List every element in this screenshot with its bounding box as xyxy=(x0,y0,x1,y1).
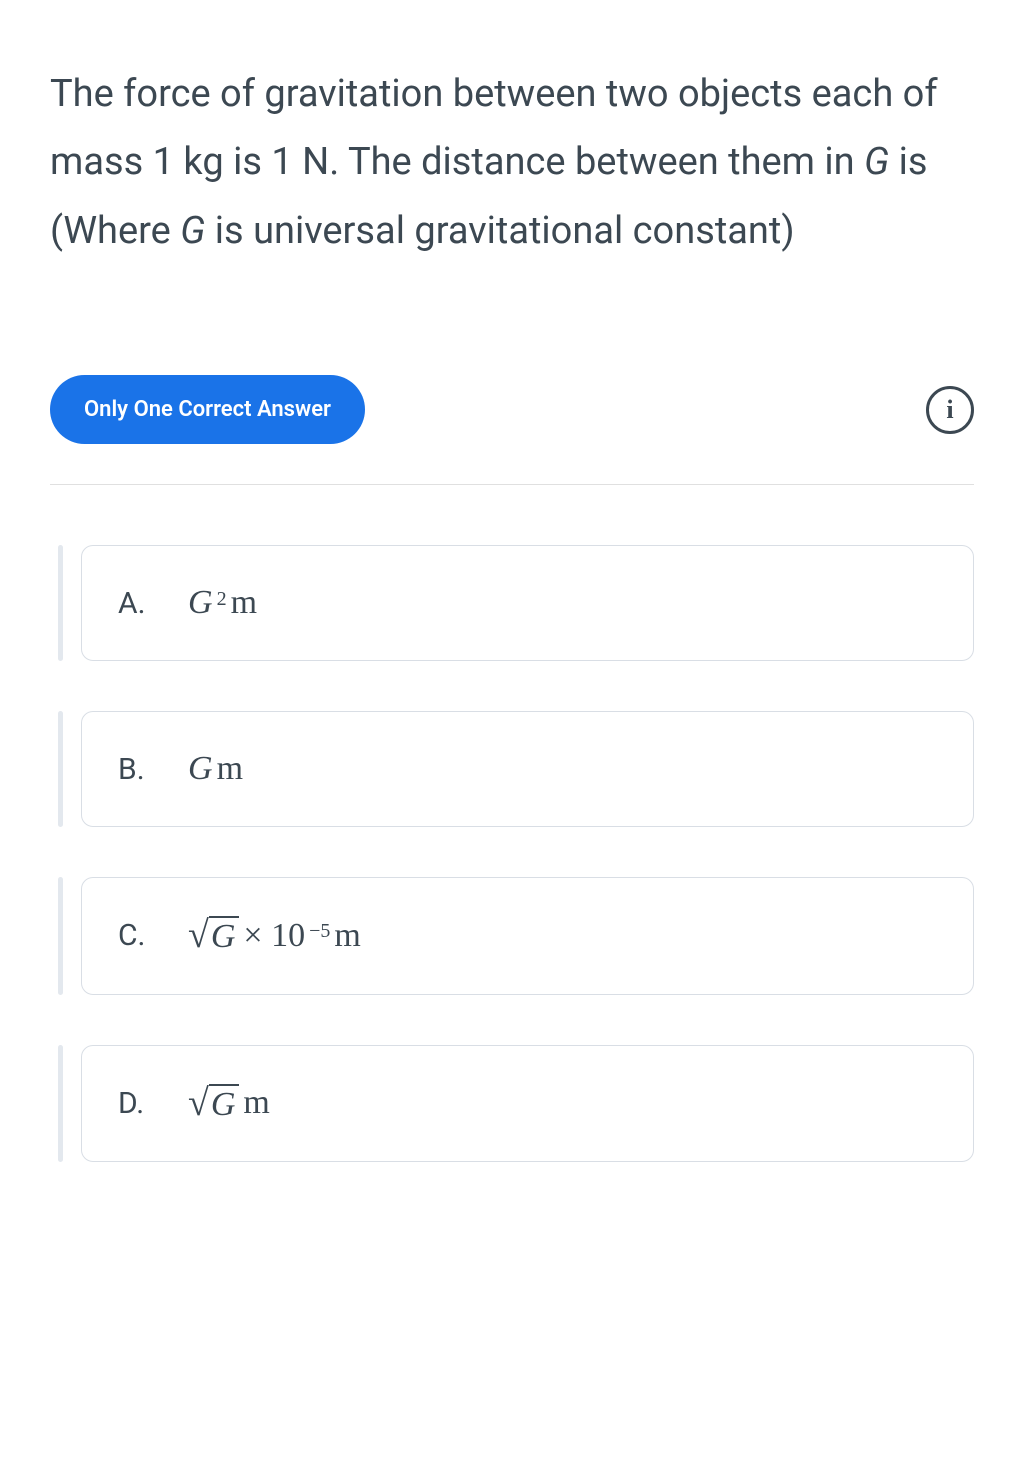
option-bar xyxy=(58,1045,63,1162)
option-bar xyxy=(58,877,63,994)
divider xyxy=(50,484,974,485)
question-text: The force of gravitation between two obj… xyxy=(50,60,974,265)
option-sup: 2 xyxy=(217,588,227,611)
option-card: D. √ G m xyxy=(81,1045,974,1162)
info-icon-glyph: i xyxy=(946,395,953,425)
question-prefix: The force of gravitation between two obj… xyxy=(50,72,938,184)
option-letter: C. xyxy=(118,918,154,953)
badge-row: Only One Correct Answer i xyxy=(50,375,974,444)
option-bar xyxy=(58,545,63,661)
option-c[interactable]: C. √ G × 10−5 m xyxy=(58,877,974,994)
answer-type-badge: Only One Correct Answer xyxy=(50,375,365,444)
option-content: G m xyxy=(188,750,243,788)
question-suffix: is universal gravitational constant) xyxy=(205,209,794,253)
option-times: × 10 xyxy=(243,917,305,955)
option-card: B. G m xyxy=(81,711,974,827)
option-letter: D. xyxy=(118,1086,154,1121)
option-content: √ G × 10−5 m xyxy=(188,916,361,955)
options-list: A. G2 m B. G m C. √ G × 10−5 m xyxy=(50,545,974,1162)
sqrt-arg: G xyxy=(209,1084,240,1123)
sqrt-arg: G xyxy=(209,916,240,955)
option-exp: −5 xyxy=(309,920,330,943)
option-bar xyxy=(58,711,63,827)
option-unit: m xyxy=(231,584,257,622)
info-icon[interactable]: i xyxy=(926,386,974,434)
sqrt: √ G xyxy=(188,916,239,955)
sqrt: √ G xyxy=(188,1084,239,1123)
option-var: G xyxy=(188,584,213,622)
option-unit: m xyxy=(243,1084,269,1122)
option-unit: m xyxy=(334,917,360,955)
sqrt-sign: √ xyxy=(188,1084,209,1122)
option-card: A. G2 m xyxy=(81,545,974,661)
sqrt-sign: √ xyxy=(188,916,209,954)
option-card: C. √ G × 10−5 m xyxy=(81,877,974,994)
option-letter: A. xyxy=(118,586,154,621)
option-var: G xyxy=(188,750,213,788)
option-b[interactable]: B. G m xyxy=(58,711,974,827)
option-unit: m xyxy=(217,750,243,788)
option-letter: B. xyxy=(118,752,154,787)
option-a[interactable]: A. G2 m xyxy=(58,545,974,661)
option-d[interactable]: D. √ G m xyxy=(58,1045,974,1162)
question-var2: G xyxy=(180,209,205,253)
option-content: √ G m xyxy=(188,1084,270,1123)
option-content: G2 m xyxy=(188,584,257,622)
question-var1: G xyxy=(864,140,889,184)
